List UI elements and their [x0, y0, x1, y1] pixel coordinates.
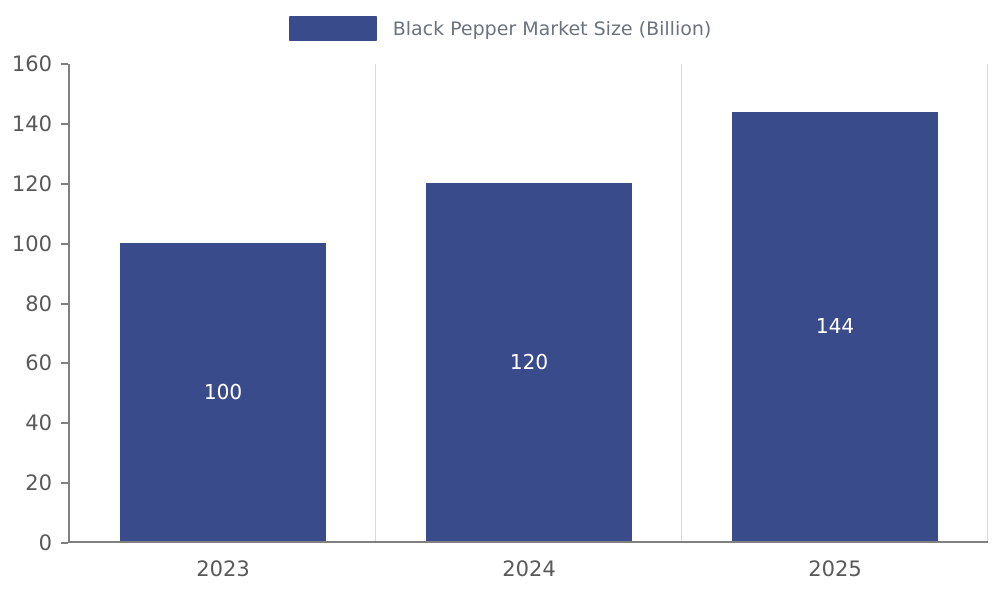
y-tick-mark	[61, 362, 68, 365]
x-axis-label-2025: 2025	[808, 557, 862, 581]
bar-2025: 144	[732, 111, 938, 541]
gridline-vertical	[680, 64, 682, 541]
category-cell-2024: 120 2024	[376, 64, 682, 581]
plot-area: 100 2023 120 2024 144 2025	[68, 64, 988, 581]
y-tick-mark	[61, 302, 68, 305]
y-tick-label: 0	[38, 531, 52, 555]
x-axis-label-2023: 2023	[196, 557, 250, 581]
y-tick-label: 100	[11, 231, 52, 256]
category-cell-2025: 144 2025	[682, 64, 988, 581]
x-axis-label-2024: 2024	[502, 557, 556, 581]
bar-2023: 100	[120, 242, 326, 541]
bar-value-label: 120	[509, 350, 549, 375]
y-tick-label: 160	[11, 52, 52, 76]
y-tick-label: 140	[11, 111, 52, 136]
y-axis: 0 20 40 60 80 100 120 140 160	[0, 52, 68, 555]
y-tick-mark	[61, 482, 68, 485]
y-tick-mark	[61, 122, 68, 125]
y-tick-mark	[61, 542, 68, 544]
chart-legend[interactable]: Black Pepper Market Size (Billion)	[0, 16, 1000, 41]
bar-2024: 120	[426, 183, 632, 541]
gridline-vertical	[987, 64, 988, 541]
bar-value-label: 144	[815, 314, 855, 339]
y-tick-label: 60	[25, 351, 52, 376]
y-tick-mark	[61, 182, 68, 185]
y-tick-mark	[61, 63, 68, 65]
legend-label: Black Pepper Market Size (Billion)	[392, 17, 712, 40]
category-cell-2023: 100 2023	[70, 64, 376, 581]
bars-container: 100 2023 120 2024 144 2025	[70, 64, 988, 581]
y-tick-mark	[61, 422, 68, 425]
y-tick-label: 120	[11, 171, 52, 196]
y-tick-label: 80	[25, 291, 52, 316]
bar-value-label: 100	[203, 379, 243, 404]
y-tick-mark	[61, 242, 68, 245]
y-tick-label: 20	[25, 471, 52, 496]
gridline-vertical	[374, 64, 376, 541]
y-tick-label: 40	[25, 411, 52, 436]
legend-swatch-icon	[288, 16, 377, 41]
